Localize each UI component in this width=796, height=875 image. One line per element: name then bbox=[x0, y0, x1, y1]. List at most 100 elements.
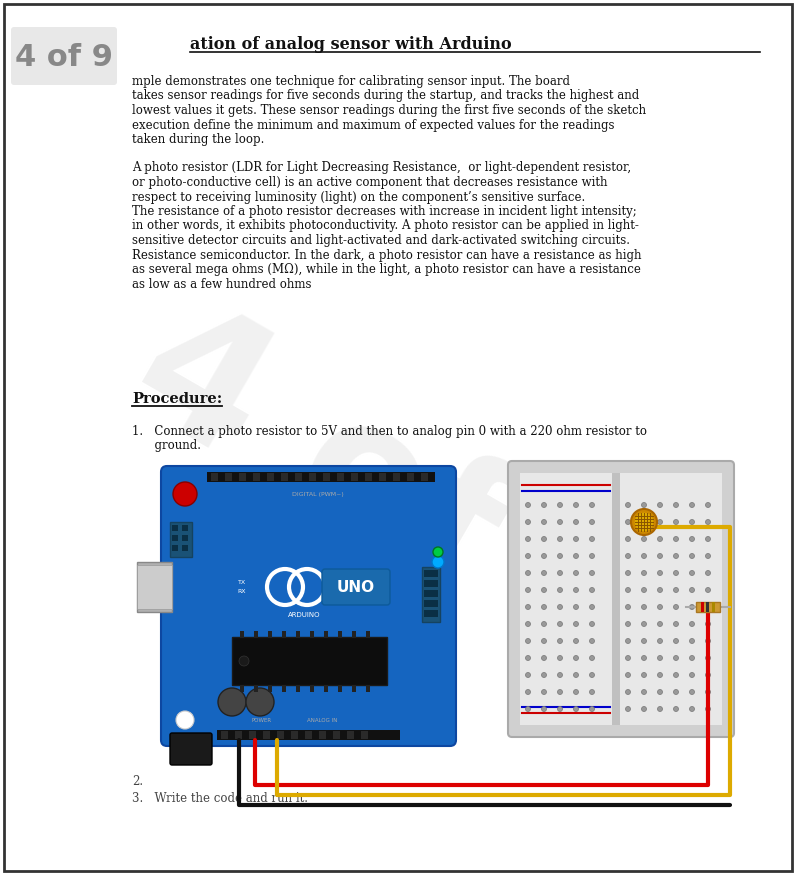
Circle shape bbox=[689, 570, 694, 576]
Circle shape bbox=[525, 536, 530, 542]
Circle shape bbox=[705, 570, 711, 576]
Bar bbox=[240, 685, 244, 692]
Circle shape bbox=[557, 502, 563, 507]
Circle shape bbox=[525, 605, 530, 610]
Circle shape bbox=[557, 621, 563, 626]
Text: sensitive detector circuits and light-activated and dark-activated switching cir: sensitive detector circuits and light-ac… bbox=[132, 234, 630, 247]
Bar bbox=[424, 610, 438, 617]
Bar bbox=[338, 685, 342, 692]
Circle shape bbox=[626, 536, 630, 542]
Circle shape bbox=[657, 621, 662, 626]
Bar bbox=[421, 473, 428, 481]
Circle shape bbox=[689, 605, 694, 610]
Circle shape bbox=[626, 502, 630, 507]
Bar bbox=[137, 562, 172, 612]
Circle shape bbox=[657, 605, 662, 610]
Circle shape bbox=[557, 706, 563, 711]
Circle shape bbox=[525, 655, 530, 661]
Circle shape bbox=[525, 706, 530, 711]
Bar bbox=[263, 731, 270, 739]
Circle shape bbox=[705, 502, 711, 507]
Bar bbox=[239, 473, 246, 481]
Circle shape bbox=[541, 536, 547, 542]
Circle shape bbox=[176, 711, 194, 729]
Circle shape bbox=[541, 690, 547, 695]
Circle shape bbox=[642, 502, 646, 507]
Circle shape bbox=[432, 556, 444, 568]
Bar bbox=[249, 731, 256, 739]
Text: as several mega ohms (MΩ), while in the light, a photo resistor can have a resis: as several mega ohms (MΩ), while in the … bbox=[132, 263, 641, 276]
Circle shape bbox=[573, 536, 579, 542]
Circle shape bbox=[541, 673, 547, 677]
Bar bbox=[253, 473, 260, 481]
Circle shape bbox=[689, 554, 694, 558]
Text: as low as a few hundred ohms: as low as a few hundred ohms bbox=[132, 277, 311, 290]
Bar bbox=[221, 731, 228, 739]
Text: Procedure:: Procedure: bbox=[132, 392, 222, 406]
Bar bbox=[379, 473, 386, 481]
Circle shape bbox=[433, 547, 443, 557]
Text: 4 of 9: 4 of 9 bbox=[103, 279, 693, 721]
Text: 4 of 9: 4 of 9 bbox=[15, 43, 113, 72]
Circle shape bbox=[705, 706, 711, 711]
Circle shape bbox=[590, 605, 595, 610]
Circle shape bbox=[525, 570, 530, 576]
Bar bbox=[172, 545, 178, 551]
Text: UNO: UNO bbox=[337, 579, 375, 594]
Bar bbox=[291, 731, 298, 739]
Bar bbox=[620, 473, 722, 725]
Text: respect to receiving luminosity (light) on the component’s sensitive surface.: respect to receiving luminosity (light) … bbox=[132, 191, 585, 204]
Circle shape bbox=[525, 520, 530, 524]
Circle shape bbox=[705, 690, 711, 695]
FancyBboxPatch shape bbox=[11, 27, 117, 85]
Circle shape bbox=[689, 536, 694, 542]
Circle shape bbox=[673, 673, 678, 677]
Circle shape bbox=[642, 570, 646, 576]
Bar bbox=[296, 631, 300, 638]
Circle shape bbox=[573, 690, 579, 695]
Bar bbox=[407, 473, 414, 481]
Circle shape bbox=[673, 520, 678, 524]
Bar bbox=[706, 602, 709, 612]
Circle shape bbox=[541, 605, 547, 610]
Circle shape bbox=[705, 536, 711, 542]
Bar bbox=[324, 631, 328, 638]
Circle shape bbox=[573, 639, 579, 643]
Bar bbox=[225, 473, 232, 481]
Bar bbox=[182, 535, 188, 541]
Bar bbox=[282, 631, 286, 638]
Circle shape bbox=[657, 587, 662, 592]
Text: POWER: POWER bbox=[252, 718, 272, 723]
Circle shape bbox=[573, 587, 579, 592]
Bar bbox=[296, 685, 300, 692]
Text: takes sensor readings for five seconds during the startup, and tracks the highes: takes sensor readings for five seconds d… bbox=[132, 89, 639, 102]
Bar bbox=[319, 731, 326, 739]
Circle shape bbox=[673, 536, 678, 542]
Circle shape bbox=[525, 673, 530, 677]
Circle shape bbox=[557, 520, 563, 524]
Bar bbox=[305, 731, 312, 739]
Text: A photo resistor (LDR for Light Decreasing Resistance,  or light-dependent resis: A photo resistor (LDR for Light Decreasi… bbox=[132, 162, 631, 174]
Circle shape bbox=[590, 554, 595, 558]
Circle shape bbox=[642, 706, 646, 711]
Circle shape bbox=[642, 587, 646, 592]
Circle shape bbox=[557, 690, 563, 695]
Circle shape bbox=[705, 554, 711, 558]
Text: ARDUINO: ARDUINO bbox=[287, 612, 320, 618]
Circle shape bbox=[705, 621, 711, 626]
Circle shape bbox=[557, 554, 563, 558]
Bar bbox=[182, 545, 188, 551]
Bar bbox=[282, 685, 286, 692]
Circle shape bbox=[689, 639, 694, 643]
Circle shape bbox=[557, 639, 563, 643]
Circle shape bbox=[541, 570, 547, 576]
Circle shape bbox=[246, 688, 274, 716]
Circle shape bbox=[525, 554, 530, 558]
Bar bbox=[281, 473, 288, 481]
Circle shape bbox=[626, 605, 630, 610]
Circle shape bbox=[626, 639, 630, 643]
Circle shape bbox=[626, 690, 630, 695]
Circle shape bbox=[657, 639, 662, 643]
Bar bbox=[424, 580, 438, 587]
Text: lowest values it gets. These sensor readings during the first five seconds of th: lowest values it gets. These sensor read… bbox=[132, 104, 646, 117]
